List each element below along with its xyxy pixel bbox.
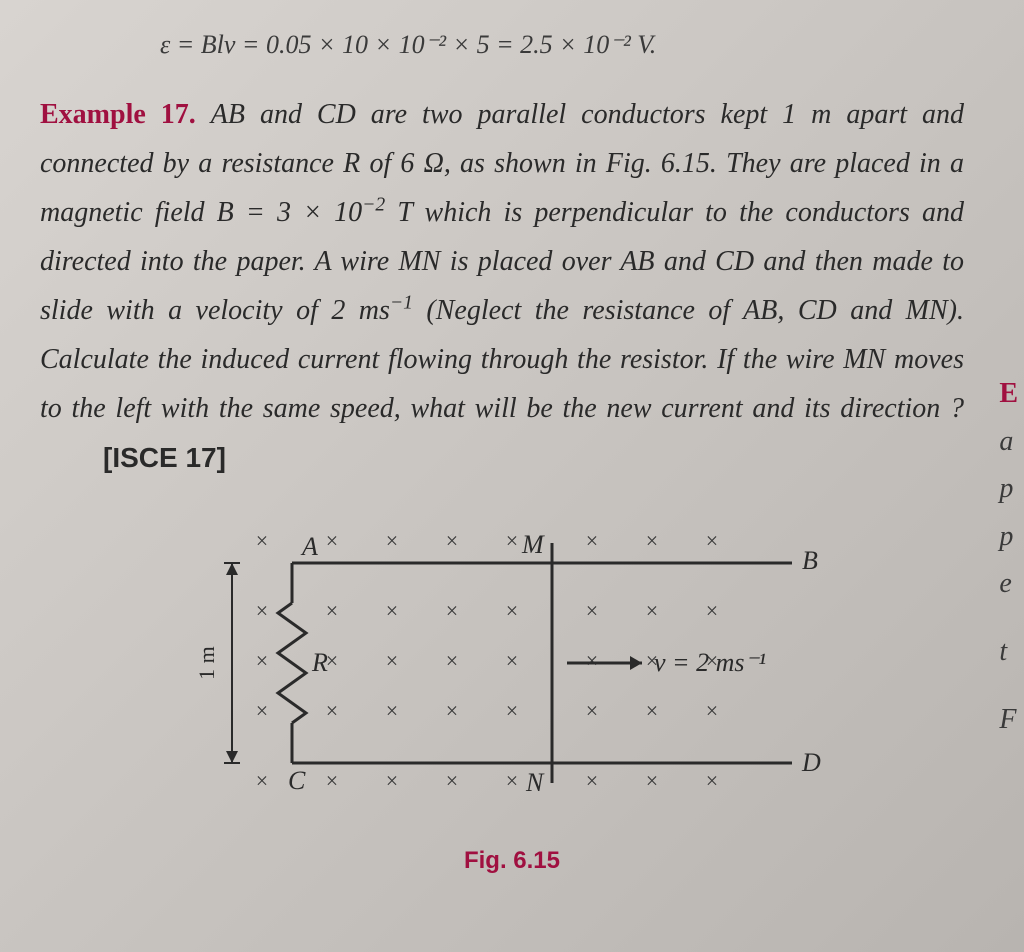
field-x-mark: × (506, 768, 518, 793)
figure-caption: Fig. 6.15 (464, 847, 560, 875)
field-x-mark: × (446, 768, 458, 793)
margin-letters: E a p p e t F (999, 370, 1018, 743)
margin-letter: E (999, 370, 1018, 418)
field-x-mark: × (326, 698, 338, 723)
field-x-mark: × (446, 528, 458, 553)
citation: [ISCE 17] (103, 442, 226, 473)
field-x-mark: × (706, 698, 718, 723)
field-x-mark: × (256, 528, 268, 553)
field-x-mark: × (506, 648, 518, 673)
field-x-mark: × (386, 648, 398, 673)
margin-letter: a (999, 418, 1018, 466)
field-x-mark: × (706, 528, 718, 553)
resistor (278, 603, 306, 723)
field-x-mark: × (386, 528, 398, 553)
field-x-mark: × (326, 768, 338, 793)
label-c: C (288, 766, 306, 795)
field-x-mark: × (586, 598, 598, 623)
dim-label: 1 m (194, 646, 219, 680)
label-m: M (521, 530, 545, 559)
field-x-mark: × (506, 698, 518, 723)
dim-arrow-up (226, 563, 238, 575)
field-x-mark: × (326, 598, 338, 623)
field-x-mark: × (586, 528, 598, 553)
field-x-mark: × (446, 698, 458, 723)
margin-letter: p (999, 513, 1018, 561)
margin-letter: t (999, 628, 1018, 676)
field-x-mark: × (506, 528, 518, 553)
field-x-mark: × (446, 648, 458, 673)
example-sup-1: −2 (362, 195, 385, 216)
example-sup-2: −1 (390, 293, 413, 314)
example-label: Example 17. (40, 99, 196, 130)
example-block: Example 17. AB and CD are two parallel c… (40, 90, 964, 483)
label-d: D (801, 748, 821, 777)
field-x-mark: × (646, 768, 658, 793)
field-x-mark: × (646, 528, 658, 553)
top-equation: ε = Blv = 0.05 × 10 × 10⁻² × 5 = 2.5 × 1… (160, 30, 984, 60)
circuit-diagram: ××××××××××××××××××××××××××××××××××××××××… (172, 503, 852, 833)
field-x-mark: × (256, 698, 268, 723)
field-x-mark: × (646, 598, 658, 623)
velocity-arrowhead (630, 656, 642, 670)
field-x-mark: × (706, 768, 718, 793)
field-x-mark: × (586, 648, 598, 673)
field-x-mark: × (386, 698, 398, 723)
margin-letter: e (999, 560, 1018, 608)
label-r: R (311, 648, 328, 677)
field-x-mark: × (706, 598, 718, 623)
label-b: B (802, 546, 818, 575)
field-x-mark: × (586, 698, 598, 723)
field-x-mark: × (256, 768, 268, 793)
field-x-mark: × (506, 598, 518, 623)
dim-arrow-down (226, 751, 238, 763)
field-x-mark: × (326, 528, 338, 553)
field-x-mark: × (256, 648, 268, 673)
label-a: A (300, 532, 318, 561)
field-x-mark: × (646, 698, 658, 723)
label-n: N (525, 768, 545, 797)
field-x-mark: × (386, 768, 398, 793)
field-x-mark: × (586, 768, 598, 793)
field-x-mark: × (256, 598, 268, 623)
field-x-mark: × (386, 598, 398, 623)
margin-letter: p (999, 465, 1018, 513)
margin-letter: F (999, 696, 1018, 744)
field-x-mark: × (446, 598, 458, 623)
label-v: v = 2 ms⁻¹ (654, 648, 766, 677)
figure-wrap: ××××××××××××××××××××××××××××××××××××××××… (40, 503, 984, 875)
